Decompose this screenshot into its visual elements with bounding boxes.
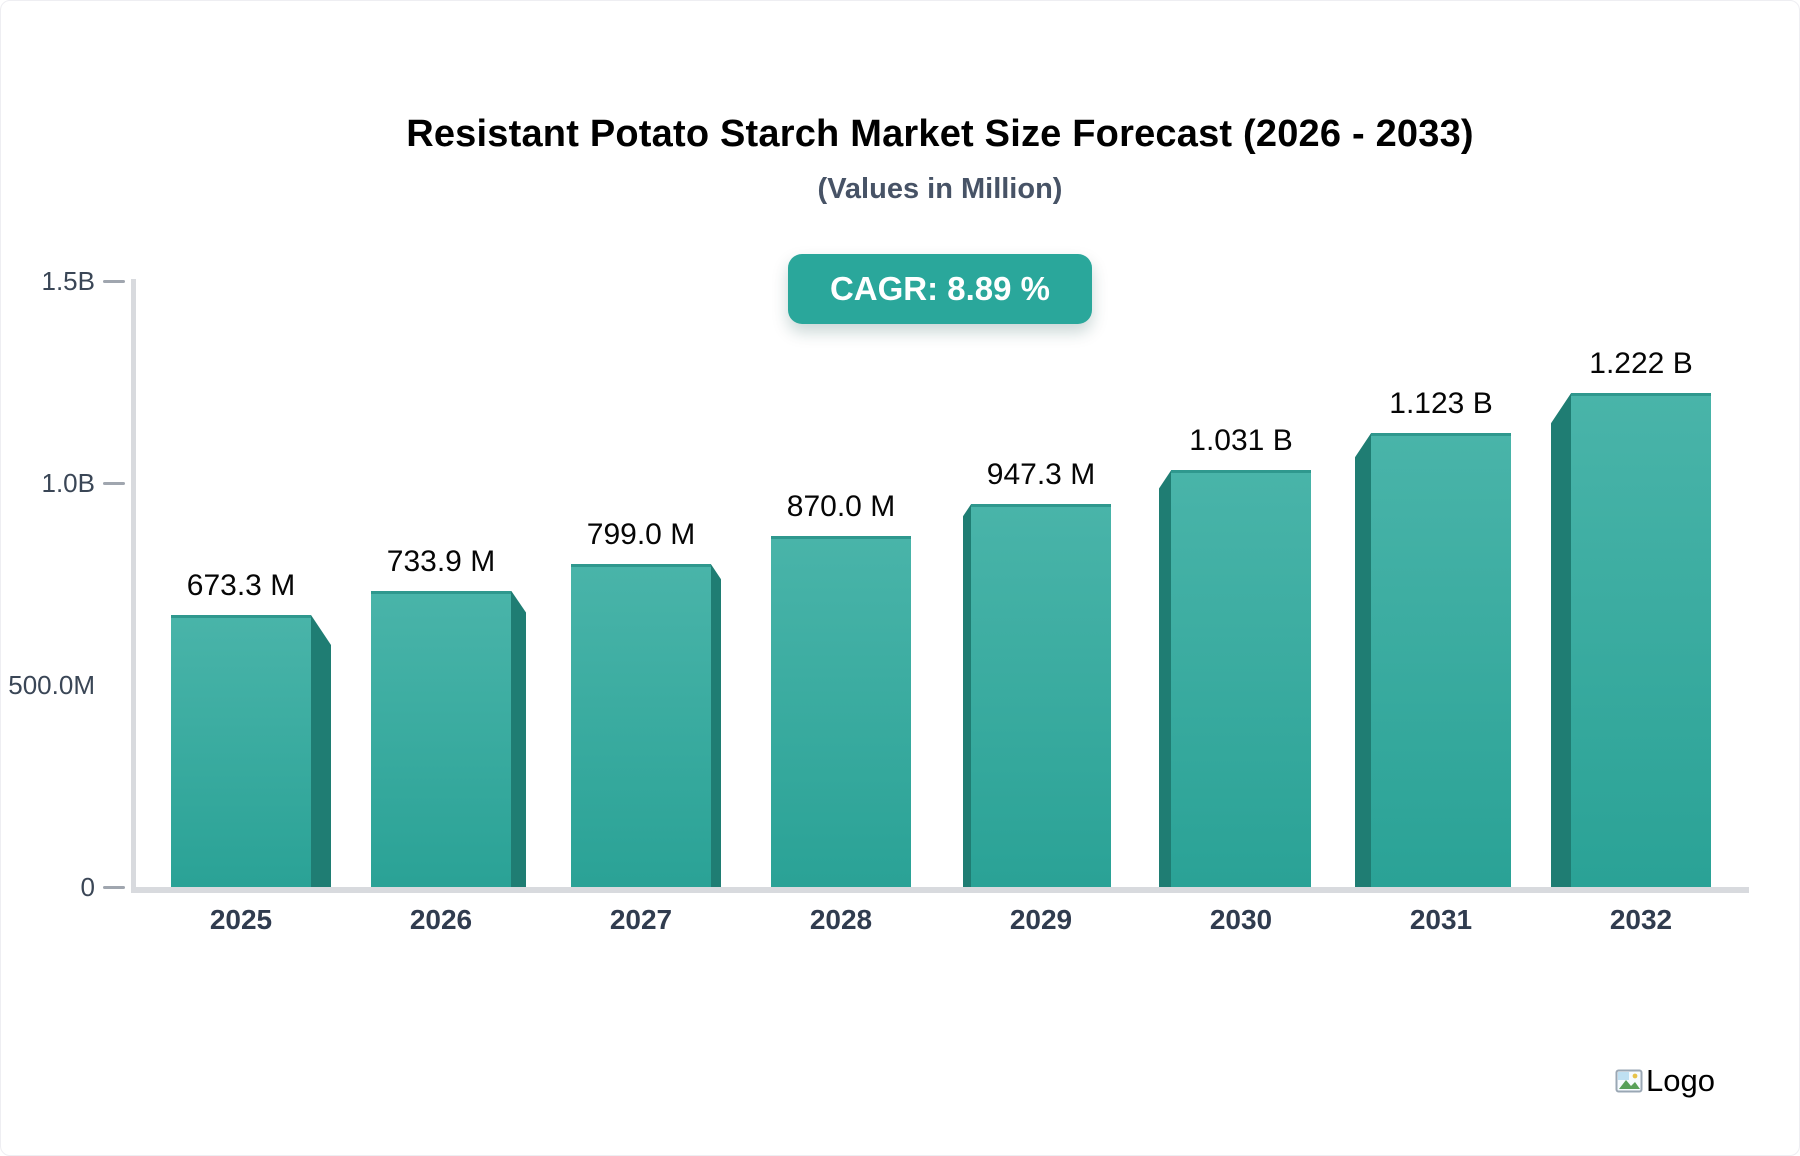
y-axis-line — [131, 279, 136, 893]
x-axis-label: 2031 — [1409, 904, 1473, 935]
bar-side-face — [1159, 470, 1171, 887]
page-subtitle: (Values in Million) — [817, 173, 1063, 205]
bar-value-label: 947.3 M — [986, 458, 1096, 492]
x-axis-label: 2027 — [609, 904, 673, 935]
y-axis-label: 0 — [80, 872, 95, 902]
bar-value-label: 673.3 M — [186, 568, 296, 602]
bar[interactable] — [771, 535, 911, 887]
bar-side-face — [311, 614, 331, 887]
bar-side-face — [963, 504, 971, 887]
bar-value-label: 1.222 B — [1589, 347, 1693, 381]
x-axis-label: 2028 — [809, 904, 873, 935]
bar-value-label: 870.0 M — [786, 489, 896, 523]
bar[interactable] — [1371, 433, 1511, 887]
page-title: Resistant Potato Starch Market Size Fore… — [406, 113, 1474, 155]
bar[interactable] — [971, 504, 1111, 887]
broken-image-icon — [1614, 1066, 1644, 1096]
bar-side-face — [1551, 393, 1571, 887]
cagr-badge: CAGR: 8.89 % — [787, 254, 1093, 324]
logo: Logo — [1614, 1059, 1715, 1103]
cagr-badge-row: CAGR: 8.89 % — [81, 254, 1799, 324]
bar-value-label: 1.123 B — [1389, 387, 1493, 421]
y-axis-label: 1.0B — [41, 468, 96, 498]
logo-alt-text: Logo — [1646, 1063, 1715, 1098]
bar-side-face — [1355, 433, 1371, 887]
bar-value-label: 733.9 M — [386, 544, 496, 578]
y-axis-tick — [103, 885, 125, 889]
x-axis-label: 2032 — [1609, 904, 1673, 935]
bar-value-label: 1.031 B — [1189, 424, 1293, 458]
y-axis-label: 500.0M — [8, 670, 95, 700]
bar[interactable] — [1571, 393, 1711, 887]
bar[interactable] — [371, 590, 511, 887]
bar[interactable] — [1171, 470, 1311, 887]
bar-side-face — [511, 590, 526, 887]
x-axis-line — [131, 887, 1749, 893]
x-axis-label: 2026 — [409, 904, 473, 935]
x-axis-label: 2030 — [1209, 904, 1273, 935]
bar-value-label: 799.0 M — [586, 518, 696, 552]
bar-side-face — [711, 564, 721, 887]
y-axis-tick — [103, 279, 125, 283]
bar[interactable] — [571, 564, 711, 887]
x-axis-label: 2029 — [1009, 904, 1073, 935]
bar[interactable] — [171, 614, 311, 887]
y-axis-label: 1.5B — [41, 266, 96, 296]
y-axis-tick — [103, 481, 125, 485]
x-axis-label: 2025 — [209, 904, 273, 935]
